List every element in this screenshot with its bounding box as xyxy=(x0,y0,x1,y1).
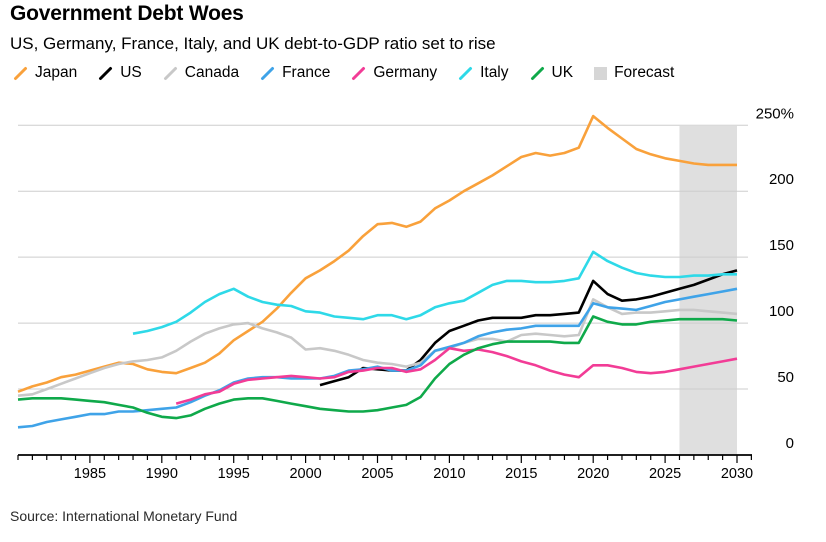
legend-item-germany: Germany xyxy=(351,64,437,82)
germany-line-marker-icon xyxy=(352,66,366,80)
y-tick-label-250: 250% xyxy=(756,105,794,122)
chart-legend: Japan US Canada France Germany Italy UK Forecas… xyxy=(13,64,674,82)
y-tick-label-150: 150 xyxy=(769,237,794,254)
legend-label: Canada xyxy=(184,64,240,81)
legend-item-italy: Italy xyxy=(458,64,509,82)
source-note: Source: International Monetary Fund xyxy=(10,508,238,524)
legend-label: US xyxy=(120,64,142,81)
forecast-swatch-icon xyxy=(594,66,608,80)
x-tick-label-1995: 1995 xyxy=(218,466,250,482)
chart-title: Government Debt Woes xyxy=(10,2,244,25)
series-line-canada xyxy=(17,298,738,397)
legend-label: Germany xyxy=(373,64,438,81)
canada-line-marker-icon xyxy=(163,66,177,80)
y-tick-label-0: 0 xyxy=(786,435,794,452)
debt-to-gdp-line-chart: 1985 1990 1995 2000 2005 2010 2015 2020 2025 2030… xyxy=(0,100,826,495)
japan-line-marker-icon xyxy=(14,66,27,80)
x-tick-label-2005: 2005 xyxy=(361,466,393,482)
y-tick-label-50: 50 xyxy=(777,369,794,386)
x-tick-label-2000: 2000 xyxy=(289,466,321,482)
x-tick-label-2025: 2025 xyxy=(649,466,681,482)
x-tick-label-2030: 2030 xyxy=(721,466,753,482)
legend-label: Forecast xyxy=(614,64,675,81)
legend-label: France xyxy=(282,64,331,81)
legend-label: Japan xyxy=(35,64,78,81)
legend-item-canada: Canada xyxy=(163,64,239,82)
uk-line-marker-icon xyxy=(530,66,544,80)
legend-label: UK xyxy=(551,64,574,81)
legend-item-uk: UK xyxy=(530,64,574,82)
series-line-germany xyxy=(175,346,738,405)
us-line-marker-icon xyxy=(99,66,113,80)
chart-subtitle: US, Germany, France, Italy, and UK debt-… xyxy=(10,34,496,53)
series-line-uk xyxy=(17,315,738,420)
legend-item-japan: Japan xyxy=(13,64,77,82)
legend-item-forecast: Forecast xyxy=(594,64,674,82)
x-tick-label-2020: 2020 xyxy=(577,466,609,482)
legend-item-france: France xyxy=(260,64,330,82)
series-line-france xyxy=(17,287,738,429)
legend-item-us: US xyxy=(98,64,142,82)
series-line-japan xyxy=(17,114,737,393)
x-tick-label-2015: 2015 xyxy=(505,466,537,482)
legend-label: Italy xyxy=(480,64,509,81)
y-tick-label-200: 200 xyxy=(769,171,794,188)
x-tick-label-1990: 1990 xyxy=(146,466,178,482)
y-tick-label-100: 100 xyxy=(769,303,794,320)
series-line-italy xyxy=(132,250,737,335)
x-tick-label-1985: 1985 xyxy=(74,466,106,482)
france-line-marker-icon xyxy=(261,66,275,80)
italy-line-marker-icon xyxy=(459,66,473,80)
chart-canvas: 1985 1990 1995 2000 2005 2010 2015 2020 2025 2030… xyxy=(17,105,794,482)
x-tick-label-2010: 2010 xyxy=(433,466,465,482)
